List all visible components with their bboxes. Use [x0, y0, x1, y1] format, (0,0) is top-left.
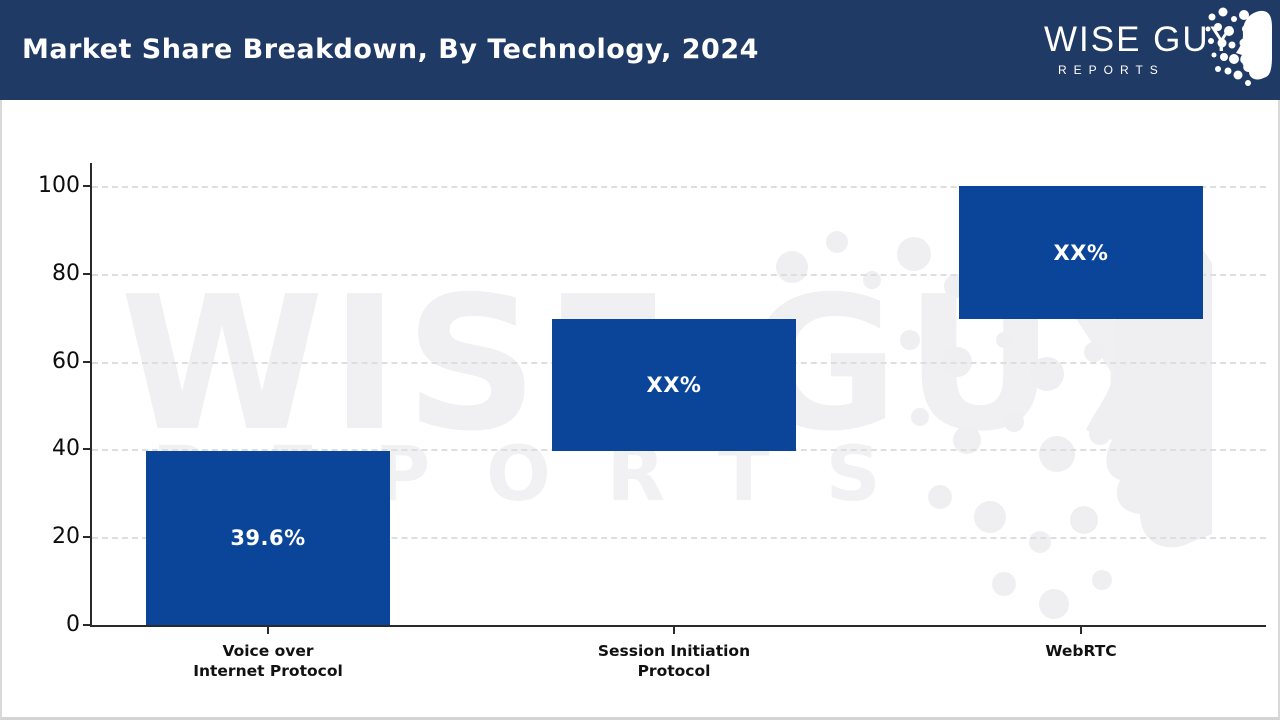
y-tick-label: 40 — [52, 436, 80, 462]
y-tick-mark — [83, 272, 90, 275]
y-tick-mark — [83, 185, 90, 187]
bar-value-label: XX% — [1053, 240, 1109, 265]
y-tick-label: 80 — [52, 260, 80, 286]
header-band: Market Share Breakdown, By Technology, 2… — [0, 0, 1280, 100]
y-tick-label: 0 — [66, 612, 80, 637]
x-category-label: Voice over Internet Protocol — [193, 642, 343, 681]
x-tick-mark — [673, 627, 675, 634]
chart-title: Market Share Breakdown, By Technology, 2… — [22, 34, 759, 65]
y-tick-label: 100 — [38, 173, 80, 198]
x-tick-mark — [267, 627, 269, 634]
plot-area: 0 20 40 60 80 100 39.6% Voice over Internet Prot… — [38, 163, 1266, 680]
logo-wordmark: WISE GUY — [1044, 20, 1235, 59]
bar-segment: 39.6% — [146, 451, 390, 625]
y-tick-mark — [83, 536, 90, 539]
x-tick-mark — [1080, 627, 1082, 634]
bar-value-label: 39.6% — [230, 526, 306, 551]
grid-line — [92, 186, 1266, 188]
y-tick-mark — [83, 448, 90, 451]
x-category-label: WebRTC — [1045, 642, 1117, 660]
bar-value-label: XX% — [646, 373, 702, 398]
y-tick-label: 20 — [52, 524, 80, 550]
y-tick-mark — [83, 360, 90, 363]
bar-segment: XX% — [552, 319, 796, 452]
grid-line — [92, 537, 1266, 540]
y-tick-mark — [83, 624, 90, 626]
y-tick-label: 60 — [52, 348, 80, 374]
x-category-label: Session Initiation Protocol — [597, 642, 751, 681]
logo-subtext: REPORTS — [1058, 63, 1165, 77]
logo-face-dots-icon — [1205, 7, 1272, 86]
grid-line — [92, 273, 1266, 276]
bar-segment: XX% — [959, 186, 1203, 320]
wise-guy-reports-logo: WISE GUY REPORTS — [1044, 7, 1272, 86]
